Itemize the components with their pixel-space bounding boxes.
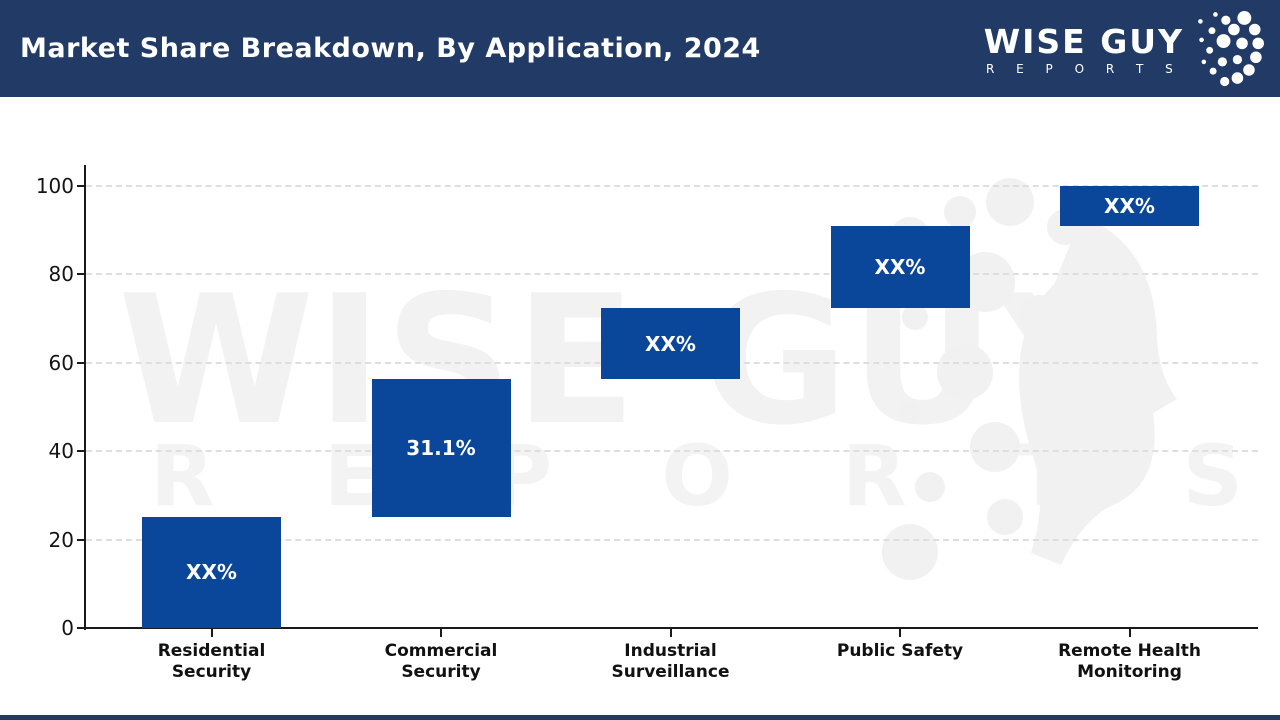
- y-axis-tick-label: 60: [48, 350, 74, 375]
- y-axis-tick: [77, 450, 85, 453]
- header-bar: Market Share Breakdown, By Application, …: [0, 0, 1280, 97]
- bar-industrial-surveillance: XX%: [601, 307, 740, 380]
- x-axis-tick: [1128, 629, 1131, 637]
- x-axis-tick: [210, 629, 213, 637]
- bar-remote-health-monitoring: XX%: [1060, 186, 1199, 227]
- x-axis-tick: [440, 629, 442, 637]
- y-axis-tick-label: 20: [48, 527, 74, 552]
- footer-bar: [0, 715, 1280, 720]
- gridline: [86, 273, 1258, 276]
- bar-commercial-security: 31.1%: [371, 379, 511, 517]
- bar-value-label: XX%: [645, 331, 696, 356]
- y-axis-tick: [77, 273, 85, 276]
- gridline: [86, 450, 1258, 453]
- y-axis-tick: [77, 185, 85, 187]
- brand-logo: WISE GUY R E P O R T S: [984, 8, 1264, 92]
- bar-value-label: 31.1%: [406, 435, 476, 460]
- category-label: Commercial Security: [384, 641, 498, 682]
- gridline: [86, 538, 1258, 541]
- category-label: Remote Health Monitoring: [1058, 641, 1201, 682]
- bar-public-safety: XX%: [830, 226, 970, 308]
- gridline: [86, 185, 1258, 187]
- watermark-head-icon: [850, 177, 1190, 601]
- waterfall-chart: WISE GUY R E P O R T S 0 20 40 60 80 100 XX% Re…: [0, 97, 1280, 715]
- y-axis-tick-label: 100: [35, 174, 74, 198]
- bar-value-label: XX%: [874, 255, 926, 280]
- dotted-head-logo-icon: [1190, 8, 1264, 92]
- y-axis-tick-label: 80: [48, 262, 74, 287]
- y-axis-tick: [77, 538, 85, 541]
- y-axis-line: [84, 165, 86, 630]
- brand-subtitle: R E P O R T S: [985, 62, 1182, 76]
- category-label: Public Safety: [836, 641, 964, 661]
- category-label: Residential Security: [157, 641, 266, 682]
- page-title: Market Share Breakdown, By Application, …: [20, 33, 761, 64]
- y-axis-tick: [77, 361, 85, 364]
- x-axis-line: [84, 627, 1258, 629]
- bar-value-label: XX%: [186, 560, 237, 585]
- x-axis-tick: [669, 629, 672, 637]
- y-axis-tick-label: 40: [48, 439, 74, 464]
- x-axis-tick: [899, 629, 901, 637]
- bar-residential-security: XX%: [142, 516, 281, 628]
- y-axis-tick: [77, 627, 85, 629]
- category-label: Industrial Surveillance: [611, 641, 730, 682]
- y-axis-tick-label: 0: [61, 616, 74, 640]
- bar-value-label: XX%: [1104, 194, 1155, 219]
- brand-name: WISE GUY: [983, 22, 1184, 61]
